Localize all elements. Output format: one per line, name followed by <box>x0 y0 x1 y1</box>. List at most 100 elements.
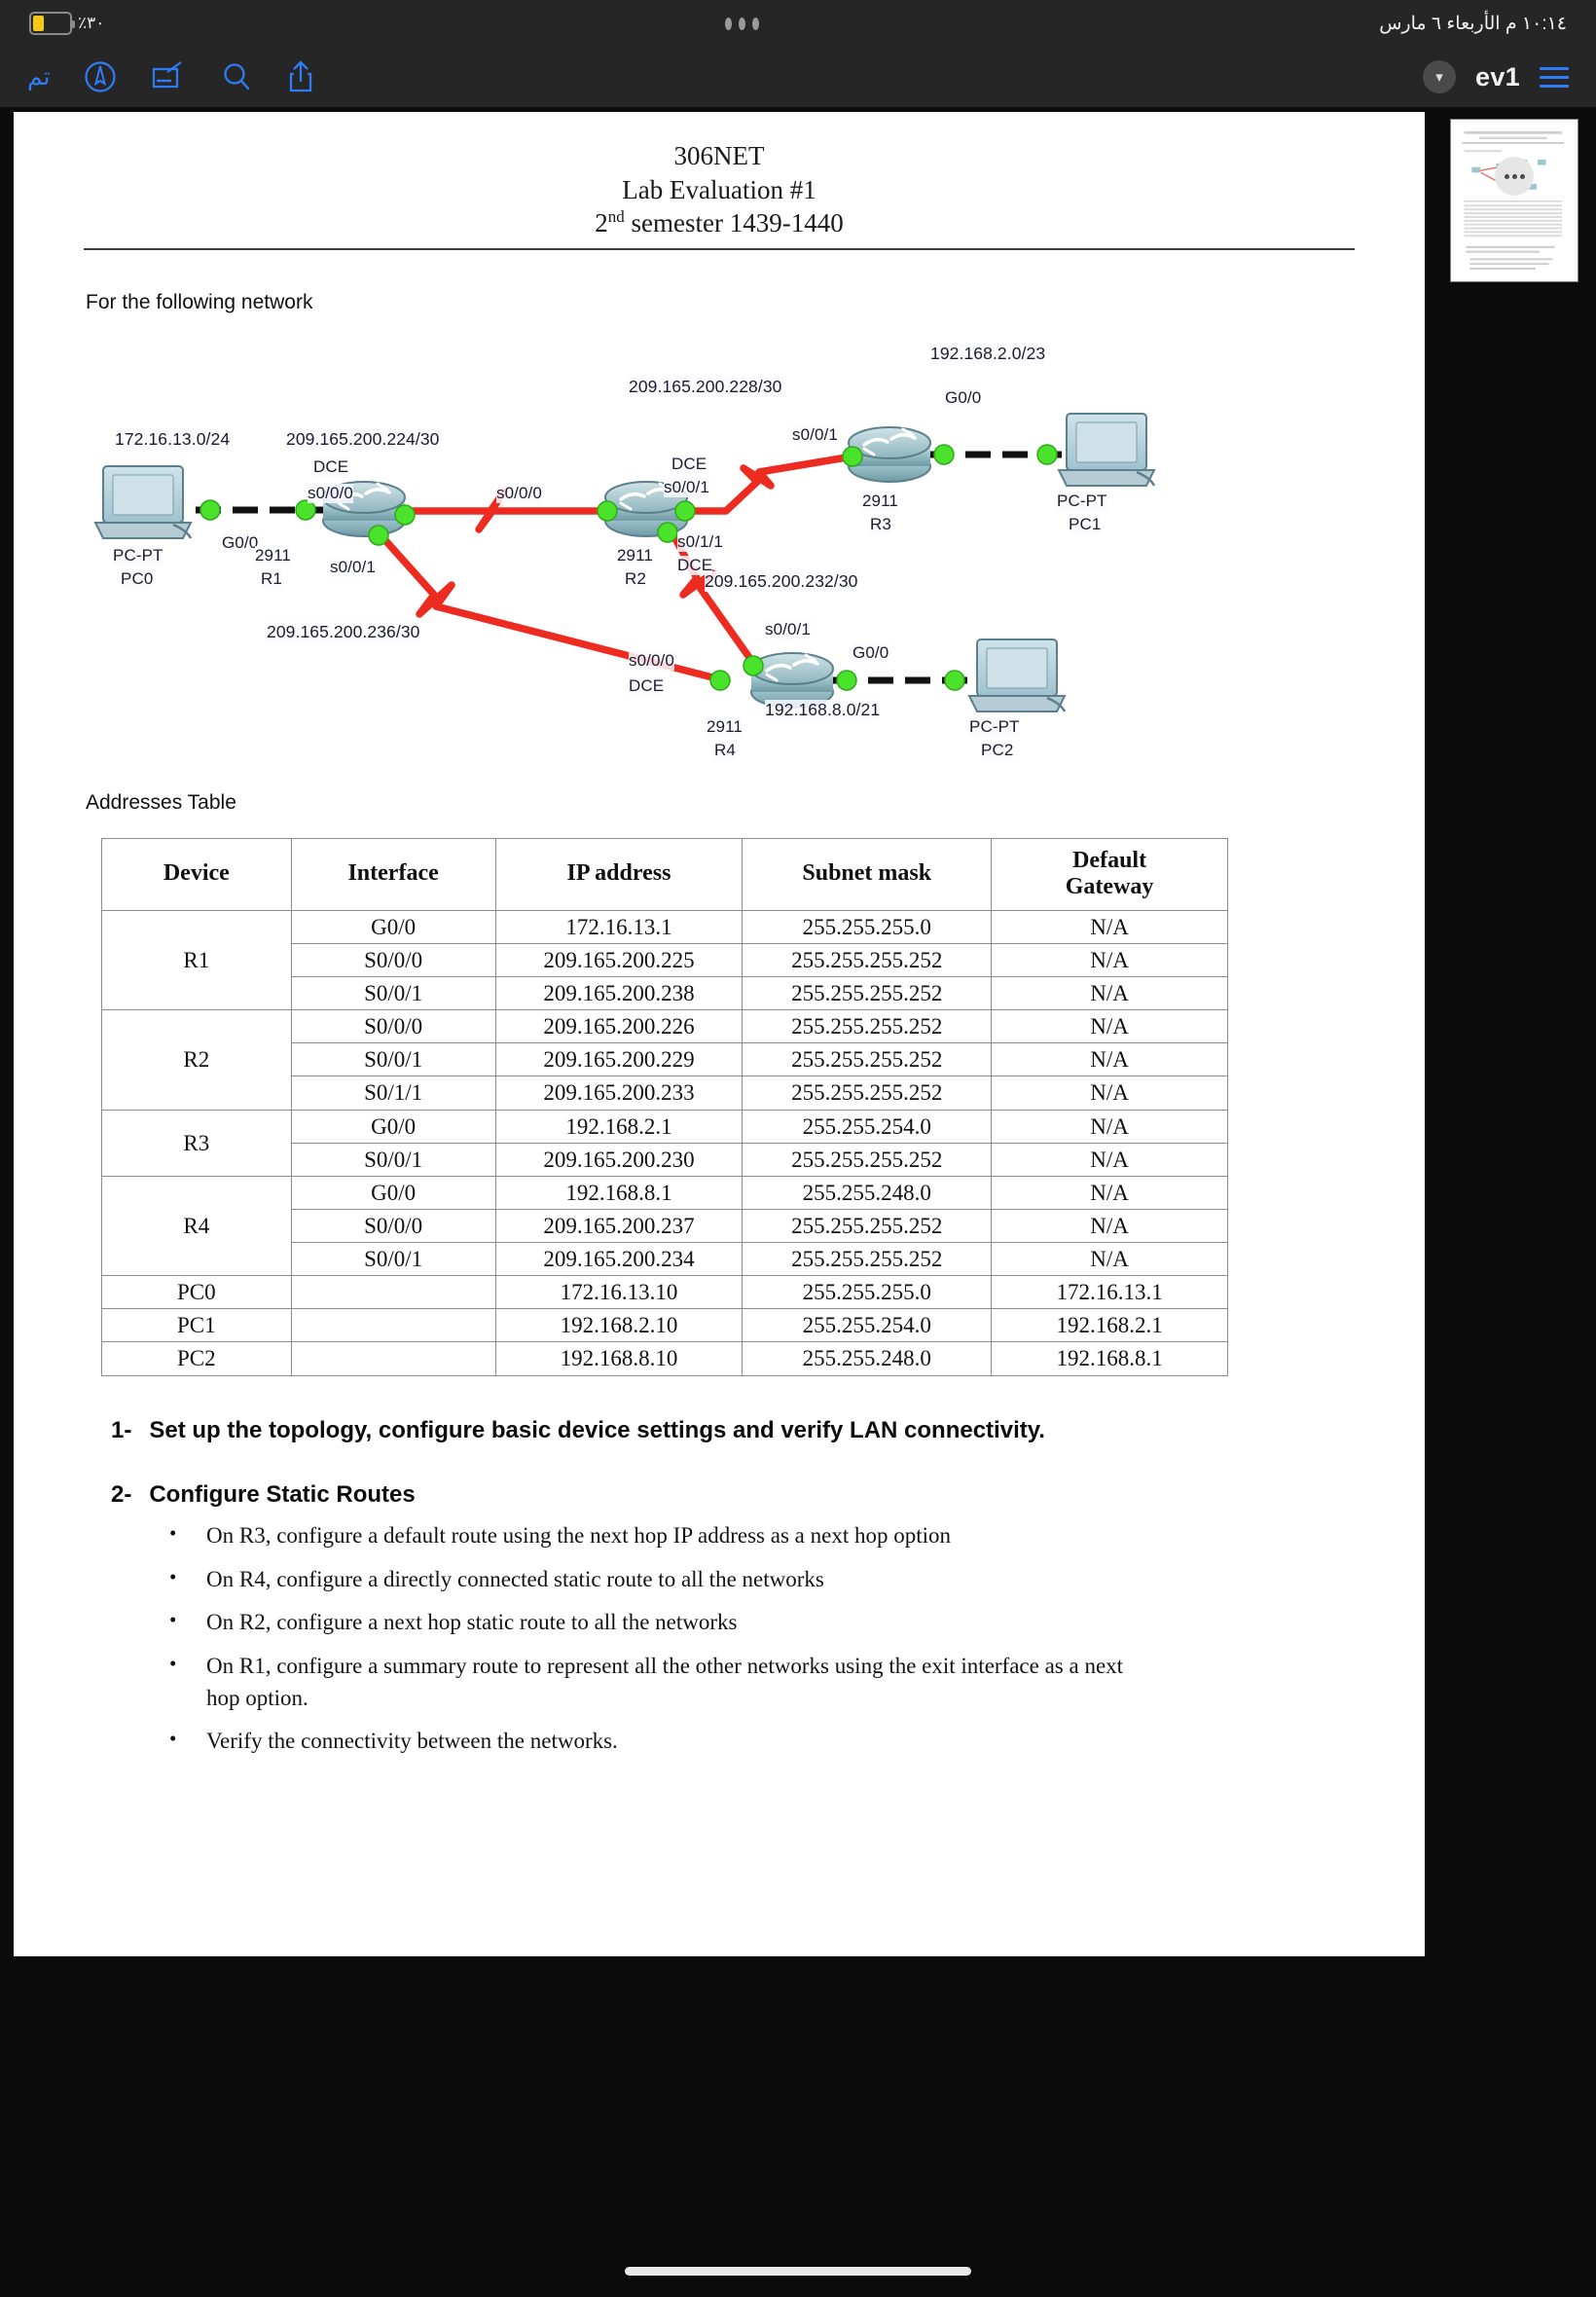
cell-gateway: N/A <box>991 976 1228 1011</box>
document-header: 306NET Lab Evaluation #1 2nd semester 14… <box>84 139 1355 250</box>
addresses-table-title: Addresses Table <box>86 790 236 814</box>
cell-interface: S0/0/1 <box>290 976 496 1011</box>
iface-r4-g00: G0/0 <box>852 642 889 663</box>
status-datetime-label: ١٠:١٤ م الأربعاء ٦ مارس <box>1379 13 1567 34</box>
iface-r4-s000: s0/0/0 <box>629 650 674 671</box>
node-label-r2-name: R2 <box>625 568 646 589</box>
annotate-icon[interactable] <box>150 60 187 93</box>
done-button[interactable]: تم <box>27 62 51 91</box>
addresses-table-body: R1 G0/0 172.16.13.1 255.255.255.0 N/A S0… <box>101 909 1228 1376</box>
cell-interface: S0/0/0 <box>290 1208 496 1244</box>
cell-interface: S0/0/0 <box>290 942 496 978</box>
list-item: On R1, configure a summary route to repr… <box>162 1650 1154 1714</box>
list-item: On R4, configure a directly connected st… <box>162 1563 1154 1596</box>
battery-icon <box>29 12 75 35</box>
cell-interface <box>290 1341 496 1376</box>
hamburger-menu-icon[interactable] <box>1540 66 1569 88</box>
task-1-text: Set up the topology, configure basic dev… <box>149 1416 1045 1443</box>
table-header-row: Device Interface IP address Subnet mask … <box>101 837 1228 911</box>
cell-gateway: N/A <box>991 1042 1228 1077</box>
cell-device: PC0 <box>101 1275 292 1310</box>
page-thumbnail-1[interactable] <box>1450 119 1578 282</box>
network-label-lan-r4: 192.168.8.0/21 <box>765 699 881 720</box>
chevron-down-icon[interactable]: ▾ <box>1423 60 1457 93</box>
document-title: ev1 <box>1475 61 1520 91</box>
th-gateway: Default Gateway <box>991 837 1228 911</box>
header-divider <box>84 247 1355 250</box>
table-row: R4 G0/0 192.168.8.1 255.255.248.0 N/A <box>101 1175 1228 1277</box>
iface-r1-s000-dce: DCE <box>313 456 349 477</box>
iface-r2-s011: s0/1/1 <box>677 531 723 552</box>
iface-r1-s001: s0/0/1 <box>330 557 376 577</box>
node-label-pc2-name: PC2 <box>981 740 1014 760</box>
cell-ip: 209.165.200.226 <box>494 1009 744 1044</box>
table-row: PC1 192.168.2.10 255.255.254.0 192.168.2… <box>101 1308 1228 1343</box>
cell-gateway: N/A <box>991 1109 1228 1144</box>
thumbnail-more-icon[interactable] <box>1495 157 1534 196</box>
cell-gateway: N/A <box>991 1076 1228 1111</box>
cell-interface <box>290 1275 496 1310</box>
network-label-r1-r4: 209.165.200.236/30 <box>267 621 420 642</box>
node-label-pc1-name: PC1 <box>1069 514 1102 534</box>
cell-ip: 209.165.200.237 <box>494 1208 744 1244</box>
pencil-circle-icon[interactable] <box>84 60 117 93</box>
iface-r3-g00: G0/0 <box>945 387 982 408</box>
iface-r1-g00: G0/0 <box>222 532 259 553</box>
cell-mask: 255.255.254.0 <box>742 1308 993 1343</box>
network-label-lan-r1: 172.16.13.0/24 <box>115 428 231 450</box>
network-label-r1-r2: 209.165.200.224/30 <box>286 428 440 450</box>
node-label-pc1-model: PC-PT <box>1057 491 1107 511</box>
course-code: 306NET <box>673 141 765 170</box>
cell-mask: 255.255.248.0 <box>742 1341 993 1376</box>
table-row: R3 G0/0 192.168.2.1 255.255.254.0 N/A <box>101 1109 1228 1177</box>
cell-ip: 172.16.13.10 <box>494 1275 744 1310</box>
cell-device: R2 <box>101 1009 292 1111</box>
share-icon[interactable] <box>286 59 315 94</box>
cell-interface: G0/0 <box>290 909 496 944</box>
cell-gateway: 192.168.2.1 <box>991 1308 1228 1343</box>
task-item-1: 1- Set up the topology, configure basic … <box>111 1415 1355 1446</box>
cell-gateway: N/A <box>991 942 1228 978</box>
ios-status-bar: ٪٣٠ ١٠:١٤ م الأربعاء ٦ مارس <box>0 0 1596 47</box>
list-item: Verify the connectivity between the netw… <box>162 1725 1154 1758</box>
document-work-area: 306NET Lab Evaluation #1 2nd semester 14… <box>0 107 1596 2297</box>
cell-device: R3 <box>101 1109 292 1177</box>
cell-interface: S0/0/1 <box>290 1142 496 1177</box>
node-label-r2-model: 2911 <box>617 545 653 565</box>
table-row: S0/0/1 209.165.200.229 255.255.255.252 N… <box>102 1042 1228 1077</box>
cell-device: PC2 <box>101 1341 292 1376</box>
th-mask: Subnet mask <box>742 837 993 911</box>
cell-interface <box>290 1308 496 1343</box>
cell-gateway: N/A <box>991 909 1228 944</box>
cell-mask: 255.255.255.252 <box>742 1009 993 1044</box>
iface-r3-s001: s0/0/1 <box>792 424 838 445</box>
node-label-r3-name: R3 <box>870 514 891 534</box>
page-thumbnail-panel <box>1450 119 1578 282</box>
document-page: 306NET Lab Evaluation #1 2nd semester 14… <box>14 112 1425 1956</box>
cell-gateway: N/A <box>991 1175 1228 1210</box>
task-list: 1- Set up the topology, configure basic … <box>84 1415 1355 1758</box>
table-row: R2 S0/0/0 209.165.200.226 255.255.255.25… <box>101 1009 1228 1111</box>
task-2-bullets: On R3, configure a default route using t… <box>111 1519 1355 1758</box>
node-label-r1-name: R1 <box>261 568 282 589</box>
cell-mask: 255.255.255.252 <box>742 1042 993 1077</box>
cell-mask: 255.255.254.0 <box>742 1109 993 1144</box>
search-icon[interactable] <box>220 60 253 93</box>
semester-line: 2nd semester 1439-1440 <box>595 207 844 238</box>
recording-dots-icon <box>724 17 759 30</box>
cell-interface: S0/1/1 <box>290 1076 496 1111</box>
cell-gateway: N/A <box>991 1142 1228 1177</box>
node-label-r1-model: 2911 <box>255 545 291 565</box>
cell-mask: 255.255.255.252 <box>742 942 993 978</box>
task-2-number: 2- <box>111 1480 132 1508</box>
iface-r4-s000-dce: DCE <box>629 675 665 696</box>
home-indicator <box>625 2267 971 2276</box>
iface-r2-s001: s0/0/1 <box>664 477 709 497</box>
status-battery-group: ٪٣٠ <box>29 12 104 35</box>
lead-text: For the following network <box>86 290 313 313</box>
table-row: S0/0/1 209.165.200.238 255.255.255.252 N… <box>102 976 1228 1011</box>
cell-ip: 209.165.200.234 <box>494 1242 744 1277</box>
table-row: PC2 192.168.8.10 255.255.248.0 192.168.8… <box>101 1341 1228 1376</box>
cell-ip: 209.165.200.238 <box>494 976 744 1011</box>
